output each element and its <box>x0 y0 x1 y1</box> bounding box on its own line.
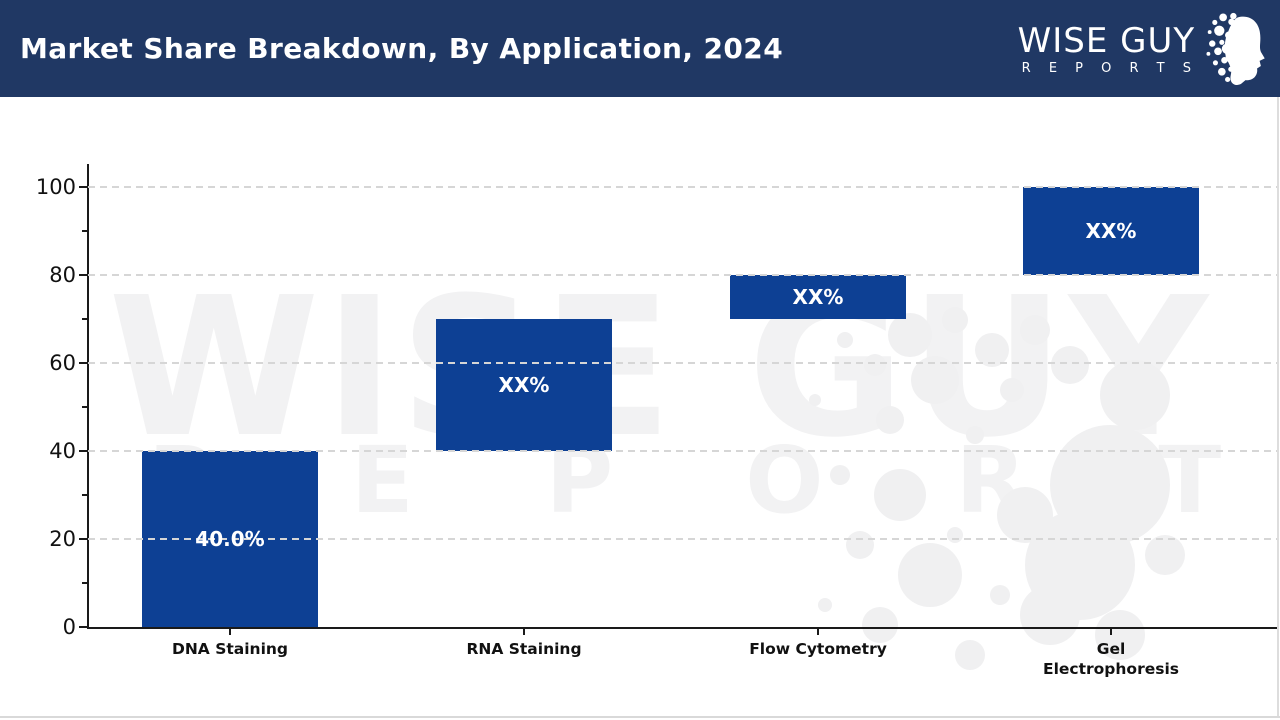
page-title: Market Share Breakdown, By Application, … <box>20 32 784 65</box>
chart-area: WISE GUY R E P O R T S 40.0%DNA Staining… <box>0 97 1280 720</box>
y-tick-label-80: 80 <box>49 263 76 287</box>
x-tick <box>1110 627 1112 635</box>
y-tick <box>79 538 87 540</box>
x-category-text: Flow Cytometry <box>749 640 887 658</box>
bar-value-label: XX% <box>792 285 844 309</box>
y-minor-tick <box>82 318 87 320</box>
header-bar: Market Share Breakdown, By Application, … <box>0 0 1280 97</box>
y-tick <box>79 186 87 188</box>
y-tick <box>79 450 87 452</box>
x-category-text: Gel Electrophoresis <box>1042 640 1179 679</box>
y-minor-tick <box>82 494 87 496</box>
y-tick-label-60: 60 <box>49 351 76 375</box>
x-tick <box>523 627 525 635</box>
bar-gel-electrophoresis <box>1023 187 1199 275</box>
bottom-edge-line <box>0 716 1280 718</box>
x-category-text: RNA Staining <box>466 640 582 658</box>
y-tick-label-0: 0 <box>62 615 76 639</box>
right-edge-line <box>1277 97 1279 716</box>
y-tick <box>79 626 87 628</box>
y-tick-label-100: 100 <box>35 175 76 199</box>
wiseguy-logo: WISE GUY R E P O R T S <box>1018 6 1266 94</box>
x-category-label: DNA Staining <box>120 639 340 659</box>
y-minor-tick <box>82 406 87 408</box>
x-category-label: Gel Electrophoresis <box>1001 639 1221 680</box>
gridline-40 <box>88 450 1277 452</box>
bar-value-label: 40.0% <box>195 527 265 551</box>
x-tick <box>229 627 231 635</box>
x-category-text: DNA Staining <box>171 640 289 658</box>
y-minor-tick <box>82 230 87 232</box>
plot-area: 40.0% DNA Staining XX% RNA Staining XX% Flow … <box>0 97 1280 720</box>
watermark-brand-text: WISE GUY <box>108 257 1213 480</box>
bar-value-label: XX% <box>498 373 550 397</box>
bar-rna-staining <box>436 319 612 451</box>
y-tick-label-20: 20 <box>49 527 76 551</box>
bar-flow-cytometry <box>730 275 906 319</box>
logo-brand-text: WISE GUY <box>1017 20 1196 61</box>
x-axis-line <box>87 627 1277 629</box>
x-category-label: Flow Cytometry <box>708 639 928 659</box>
watermark-head-dots <box>809 307 1185 670</box>
gridline-100 <box>88 186 1277 188</box>
y-tick <box>79 362 87 364</box>
gridline-20 <box>88 538 1277 540</box>
y-tick-label-40: 40 <box>49 439 76 463</box>
y-minor-tick <box>82 582 87 584</box>
x-tick <box>817 627 819 635</box>
y-tick <box>79 274 87 276</box>
logo-sub-text: R E P O R T S <box>1021 60 1198 76</box>
logo-head-icon <box>1206 12 1265 85</box>
gridline-60 <box>88 362 1277 364</box>
bar-value-label: XX% <box>1085 219 1137 243</box>
y-axis-line <box>87 164 89 629</box>
gridline-80 <box>88 274 1277 276</box>
x-category-label: RNA Staining <box>414 639 634 659</box>
